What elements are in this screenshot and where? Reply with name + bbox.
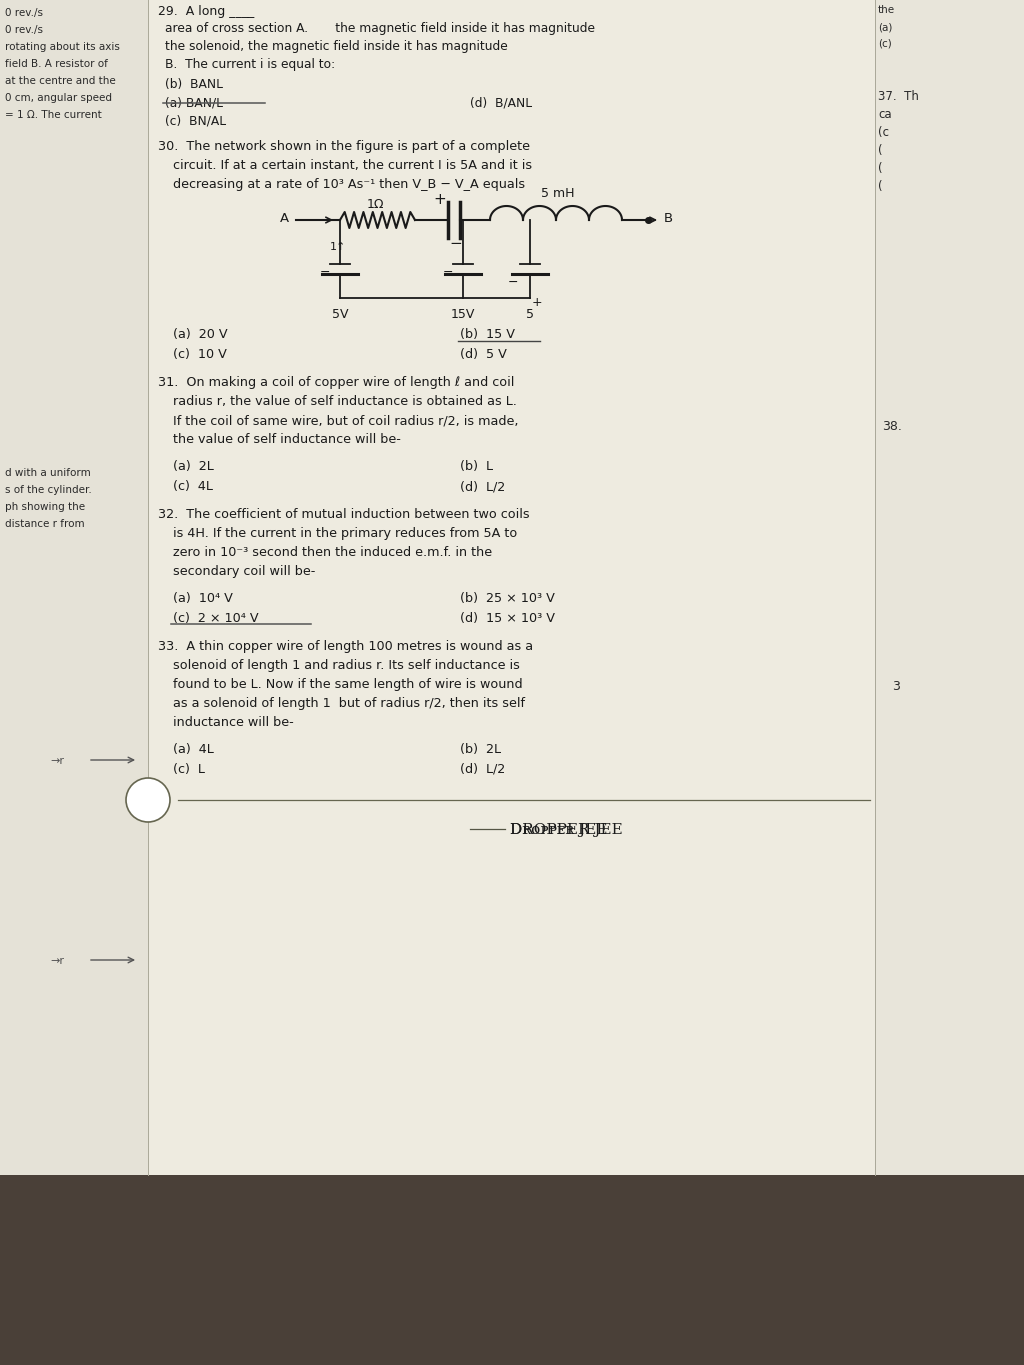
Text: inductance will be-: inductance will be- — [173, 717, 294, 729]
Text: (a)  2L: (a) 2L — [173, 460, 214, 474]
Bar — [0, 1175, 1024, 1365]
Text: 0 rev./s: 0 rev./s — [5, 25, 43, 35]
Text: d with a uniform: d with a uniform — [5, 468, 91, 478]
Text: (d)  B/ANL: (d) B/ANL — [470, 96, 532, 109]
Text: 37.  Th: 37. Th — [878, 90, 919, 102]
Text: (d)  L/2: (d) L/2 — [460, 763, 505, 775]
Text: B: B — [664, 212, 673, 225]
Text: zero in 10⁻³ second then the induced e.m.f. in the: zero in 10⁻³ second then the induced e.m… — [173, 546, 493, 560]
Text: (c)  BN/AL: (c) BN/AL — [165, 115, 226, 127]
Text: 38.: 38. — [882, 420, 902, 433]
Text: 172: 172 — [135, 793, 161, 807]
Text: (a): (a) — [878, 22, 892, 31]
Text: the value of self inductance will be-: the value of self inductance will be- — [173, 433, 400, 446]
Text: = 1 Ω. The current: = 1 Ω. The current — [5, 111, 101, 120]
Bar — [874, 0, 1024, 1175]
Text: (c)  10 V: (c) 10 V — [173, 348, 227, 360]
Text: at the centre and the: at the centre and the — [5, 76, 116, 86]
Text: rotating about its axis: rotating about its axis — [5, 42, 120, 52]
Text: (b)  2L: (b) 2L — [460, 743, 501, 756]
Text: −: − — [450, 236, 463, 251]
Text: →r: →r — [50, 955, 63, 966]
Text: (b)  L: (b) L — [460, 460, 493, 474]
Text: found to be L. Now if the same length of wire is wound: found to be L. Now if the same length of… — [173, 678, 522, 691]
Text: ca: ca — [878, 108, 892, 121]
Text: distance r from: distance r from — [5, 519, 85, 530]
Text: (c)  4L: (c) 4L — [173, 480, 213, 493]
Text: (d)  15 × 10³ V: (d) 15 × 10³ V — [460, 612, 555, 625]
Text: area of cross section A.       the magnetic field inside it has magnitude: area of cross section A. the magnetic fi… — [165, 22, 595, 35]
Text: radius r, the value of self inductance is obtained as L.: radius r, the value of self inductance i… — [173, 394, 517, 408]
Text: (b)  25 × 10³ V: (b) 25 × 10³ V — [460, 592, 555, 605]
Text: secondary coil will be-: secondary coil will be- — [173, 565, 315, 577]
Text: is 4H. If the current in the primary reduces from 5A to: is 4H. If the current in the primary red… — [173, 527, 517, 541]
Text: +: + — [433, 192, 446, 207]
Text: 33.  A thin copper wire of length 100 metres is wound as a: 33. A thin copper wire of length 100 met… — [158, 640, 534, 652]
Text: 5V: 5V — [332, 308, 348, 321]
Text: solenoid of length 1 and radius r. Its self inductance is: solenoid of length 1 and radius r. Its s… — [173, 659, 520, 672]
Circle shape — [126, 778, 170, 822]
Text: (c: (c — [878, 126, 889, 139]
Text: 32.  The coefficient of mutual induction between two coils: 32. The coefficient of mutual induction … — [158, 508, 529, 521]
Text: 29.  A long ____: 29. A long ____ — [158, 5, 254, 18]
Text: B.  The current i is equal to:: B. The current i is equal to: — [165, 57, 335, 71]
Text: (b)  BANL: (b) BANL — [165, 78, 223, 91]
Text: as a solenoid of length 1  but of radius r/2, then its self: as a solenoid of length 1 but of radius … — [173, 698, 525, 710]
Text: If the coil of same wire, but of coil radius r/2, is made,: If the coil of same wire, but of coil ra… — [173, 414, 518, 427]
Text: −: − — [443, 266, 454, 278]
Text: 5: 5 — [526, 308, 534, 321]
Text: (: ( — [878, 180, 883, 192]
Text: (a)  4L: (a) 4L — [173, 743, 214, 756]
Text: s of the cylinder.: s of the cylinder. — [5, 485, 92, 495]
Text: −: − — [319, 266, 331, 278]
Text: (a)  10⁴ V: (a) 10⁴ V — [173, 592, 232, 605]
Text: (c)  L: (c) L — [173, 763, 205, 775]
Text: (a)  20 V: (a) 20 V — [173, 328, 227, 341]
Text: 0 rev./s: 0 rev./s — [5, 8, 43, 18]
Text: 1Ω: 1Ω — [367, 198, 384, 212]
Text: (b)  15 V: (b) 15 V — [460, 328, 515, 341]
Text: circuit. If at a certain instant, the current I is 5A and it is: circuit. If at a certain instant, the cu… — [173, 158, 532, 172]
Text: 31.  On making a coil of copper wire of length ℓ and coil: 31. On making a coil of copper wire of l… — [158, 375, 514, 389]
Text: the solenoid, the magnetic field inside it has magnitude: the solenoid, the magnetic field inside … — [165, 40, 508, 53]
Text: (d)  L/2: (d) L/2 — [460, 480, 505, 493]
Text: +: + — [532, 296, 543, 308]
Text: decreasing at a rate of 10³ As⁻¹ then V_B − V_A equals: decreasing at a rate of 10³ As⁻¹ then V_… — [173, 177, 525, 191]
Text: (c)  2 × 10⁴ V: (c) 2 × 10⁴ V — [173, 612, 259, 625]
Text: A: A — [280, 212, 289, 225]
Text: 0 cm, angular speed: 0 cm, angular speed — [5, 93, 112, 102]
Text: (: ( — [878, 162, 883, 175]
Text: ph showing the: ph showing the — [5, 502, 85, 512]
Text: the: the — [878, 5, 895, 15]
Text: (a) BAN/L: (a) BAN/L — [165, 96, 223, 109]
Text: (d)  5 V: (d) 5 V — [460, 348, 507, 360]
Bar — [0, 0, 1024, 1175]
Text: 15V: 15V — [451, 308, 475, 321]
Text: Dʀᴏᴘᴘᴇʀ JEE: Dʀᴏᴘᴘᴇʀ JEE — [510, 823, 607, 837]
Text: (: ( — [878, 143, 883, 157]
Text: 5 mH: 5 mH — [542, 187, 574, 201]
Text: (c): (c) — [878, 40, 892, 49]
Text: DROPPER JEE: DROPPER JEE — [510, 823, 623, 837]
Text: 1↑: 1↑ — [330, 242, 346, 253]
Text: →r: →r — [50, 756, 63, 766]
Text: 30.  The network shown in the figure is part of a complete: 30. The network shown in the figure is p… — [158, 141, 530, 153]
Text: 3: 3 — [892, 680, 900, 693]
Text: field B. A resistor of: field B. A resistor of — [5, 59, 108, 70]
Bar — [0, 0, 148, 1175]
Text: −: − — [508, 276, 518, 289]
